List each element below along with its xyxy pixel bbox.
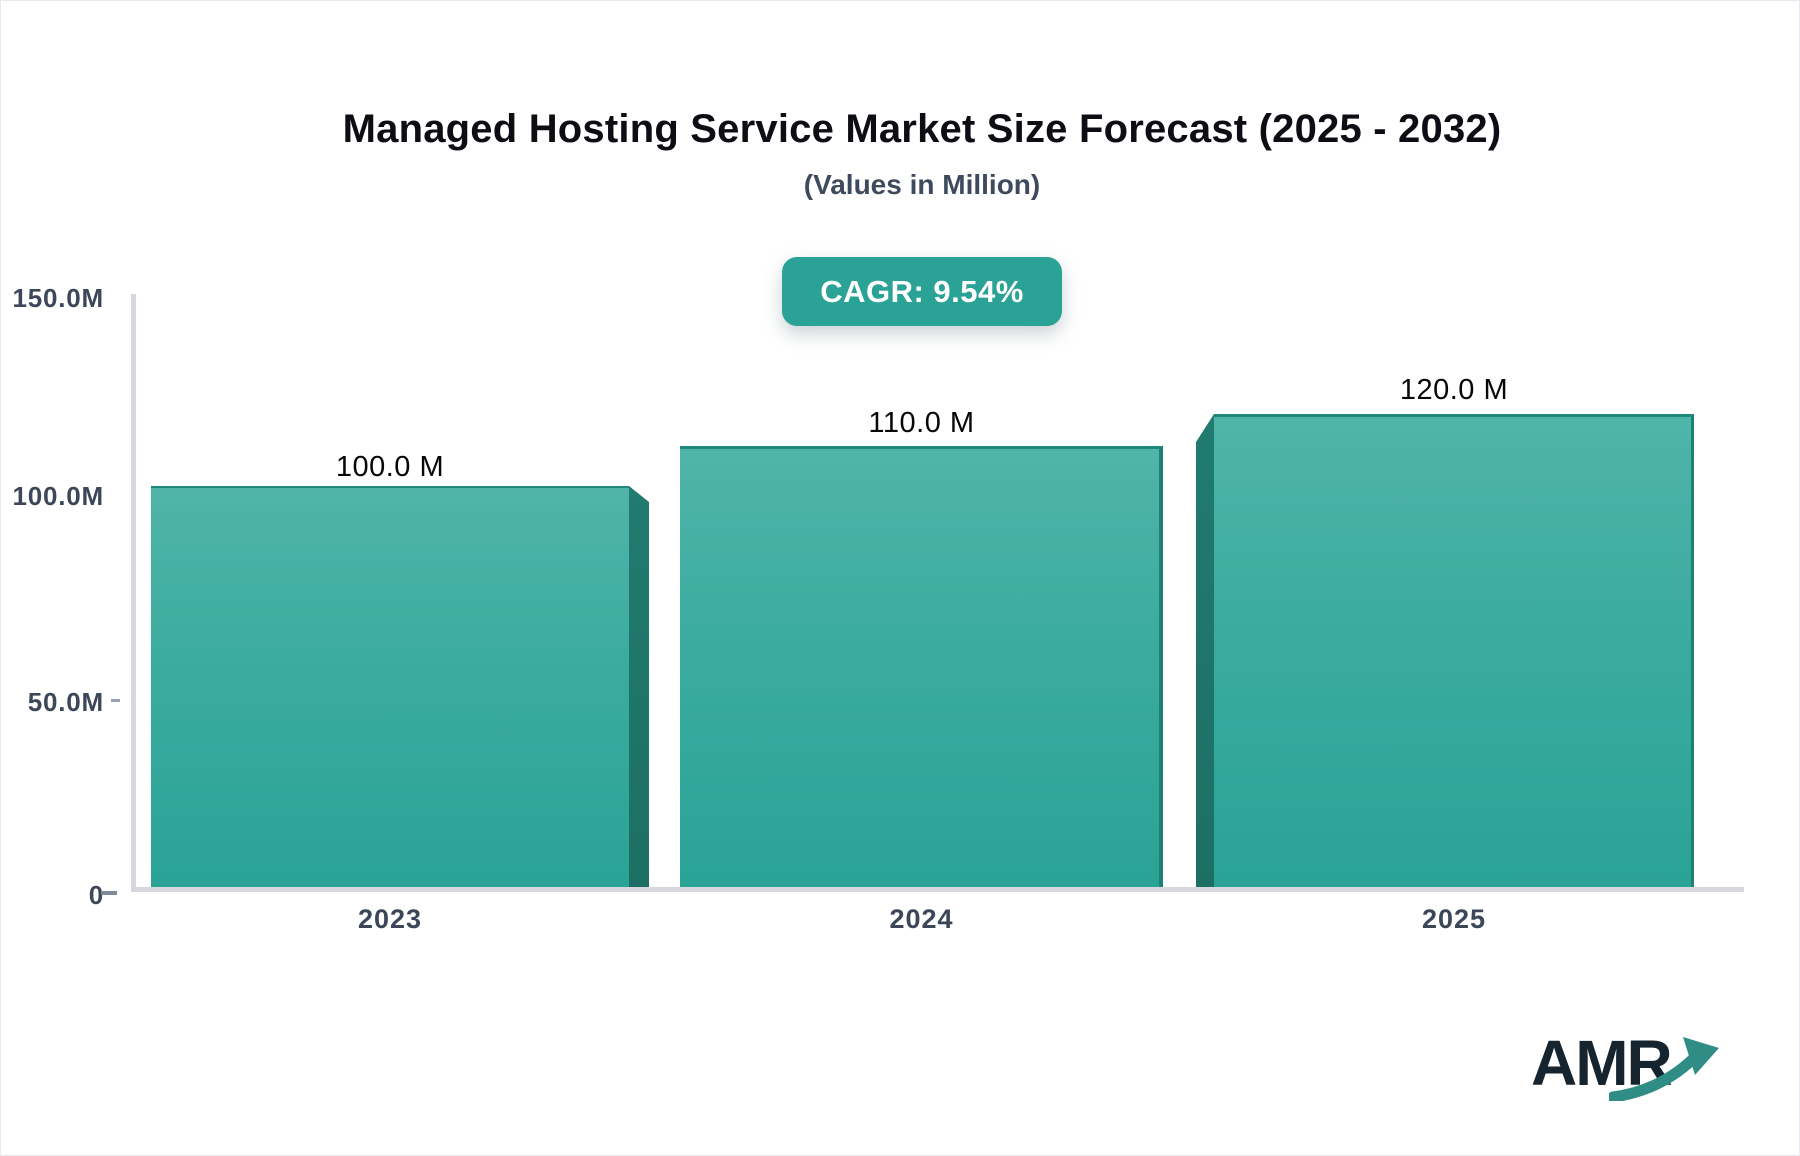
x-tick-label-2024: 2024 xyxy=(889,904,954,934)
bar-2025-side-face xyxy=(1196,414,1214,887)
bar-2025 xyxy=(1214,414,1694,887)
cagr-badge: CAGR: 9.54% xyxy=(782,257,1062,326)
y-tick-mark-0 xyxy=(101,891,117,895)
bar-value-label-2023: 100.0 M xyxy=(335,451,445,483)
chart-title: Managed Hosting Service Market Size Fore… xyxy=(342,107,1502,151)
y-tick-label-150m: 150.0M xyxy=(12,283,104,313)
growth-arrow-icon xyxy=(1609,1037,1719,1101)
x-tick-label-2025: 2025 xyxy=(1421,904,1487,934)
bar-value-label-2025: 120.0 M xyxy=(1399,374,1509,406)
y-axis-line xyxy=(131,294,136,890)
y-tick-label-100m: 100.0M xyxy=(12,481,104,511)
y-tick-mark-50m xyxy=(111,699,120,702)
chart-subtitle: (Values in Million) xyxy=(803,169,1041,200)
bar-value-label-2024: 110.0 M xyxy=(868,407,975,439)
y-tick-label-0: 0 xyxy=(88,880,104,910)
amr-logo: AMR xyxy=(1531,1031,1719,1111)
cagr-badge-wrap: CAGR: 9.54% xyxy=(45,257,1799,326)
x-tick-label-2023: 2023 xyxy=(357,904,423,934)
x-axis-line xyxy=(131,887,1744,892)
bar-2023-side-face xyxy=(629,486,649,887)
bar-2023 xyxy=(151,486,629,887)
bar-2024 xyxy=(680,446,1163,887)
y-tick-label-50m: 50.0M xyxy=(27,687,104,717)
